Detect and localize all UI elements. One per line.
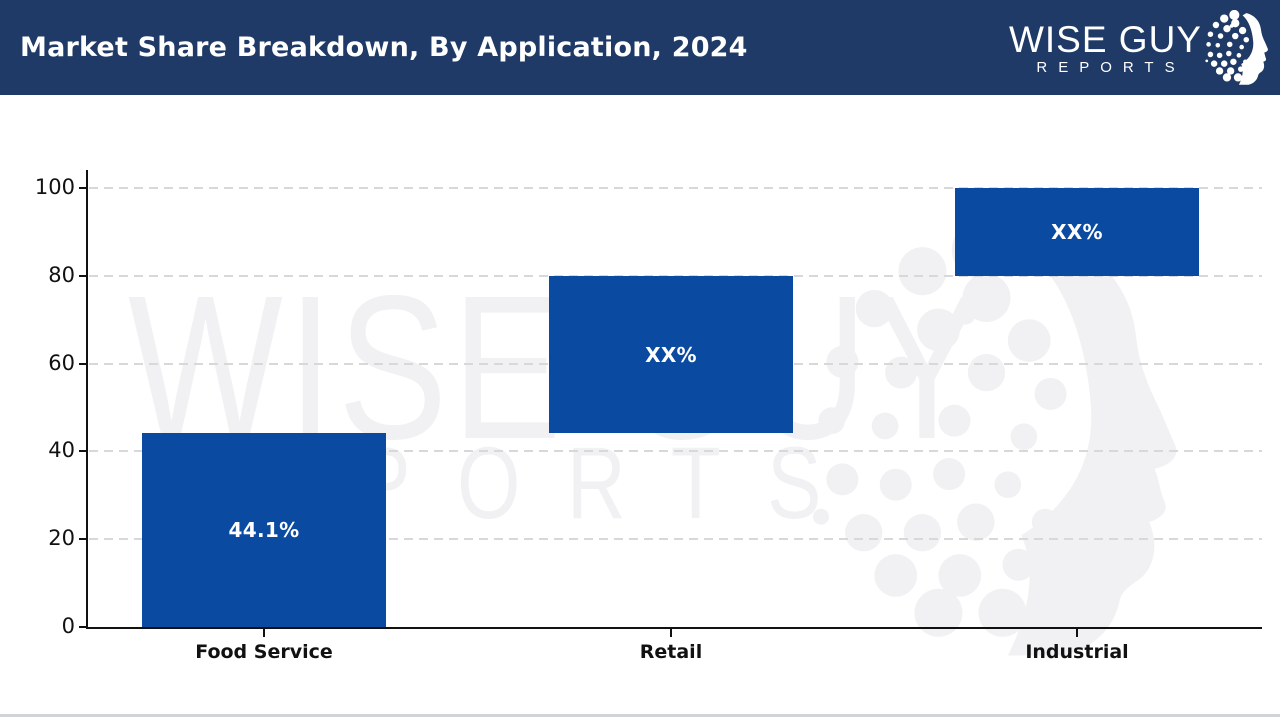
y-axis-tick <box>79 187 87 189</box>
x-axis-category-label: Industrial <box>1025 641 1129 663</box>
logo-subtitle: REPORTS <box>1036 59 1186 76</box>
y-axis-tick-label: 20 <box>48 526 75 551</box>
y-axis-tick-label: 0 <box>61 614 75 638</box>
y-axis-tick <box>79 450 87 453</box>
y-axis-tick-label: 100 <box>34 175 75 199</box>
y-axis-line <box>86 170 88 629</box>
y-axis-tick <box>79 626 87 628</box>
logo-wordmark: WISE GUY <box>1008 19 1202 60</box>
bar-food-service: 44.1% <box>142 433 386 627</box>
x-axis-tick <box>670 628 672 637</box>
y-axis-tick-label: 60 <box>48 350 75 375</box>
chart-title: Market Share Breakdown, By Application, … <box>20 32 748 63</box>
x-axis-category-label: Retail <box>639 641 703 663</box>
gridline <box>89 450 1262 453</box>
y-axis-tick <box>79 274 87 277</box>
y-axis-tick <box>79 538 87 541</box>
axes-layer: 0 20 40 60 80 100 Food Service Retail Industrial <box>0 95 1280 720</box>
logo-text: WISE GUY REPORTS <box>1009 19 1202 76</box>
bottom-divider <box>0 714 1280 717</box>
plot-area: WISE GUY REPORTS 44.1% XX% XX% 0 20 40 60 80 10… <box>0 95 1280 720</box>
x-axis-category-label: Food Service <box>195 641 333 663</box>
bar-retail: XX% <box>549 275 793 434</box>
y-axis-tick <box>79 362 87 365</box>
bar-value-label: 44.1% <box>228 518 300 543</box>
wiseguy-head-icon <box>1205 9 1268 85</box>
gridline <box>89 538 1262 541</box>
bar-value-label: XX% <box>645 342 697 367</box>
gridline <box>89 187 1262 189</box>
wiseguy-logo: WISE GUY REPORTS <box>1009 9 1280 86</box>
x-axis-tick <box>1076 628 1078 637</box>
header-bar: Market Share Breakdown, By Application, … <box>0 0 1280 95</box>
x-axis-tick <box>263 628 265 637</box>
x-axis-line <box>86 627 1262 629</box>
y-axis-tick-label: 80 <box>48 262 75 287</box>
y-axis-tick-label: 40 <box>48 438 75 463</box>
